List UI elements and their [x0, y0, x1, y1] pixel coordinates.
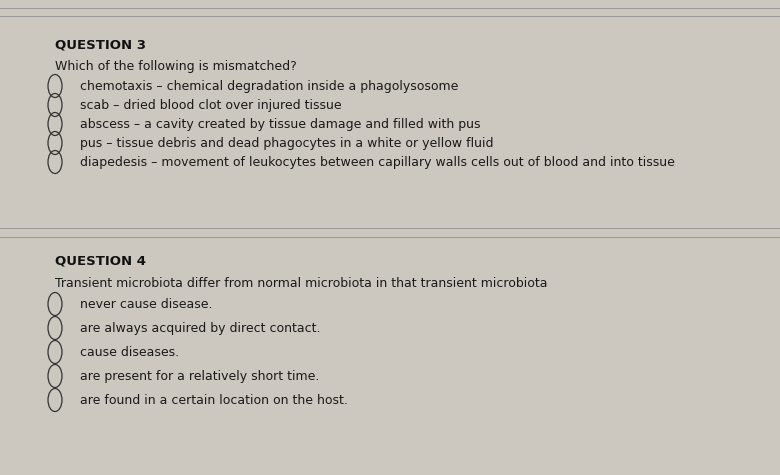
- Text: cause diseases.: cause diseases.: [80, 346, 179, 359]
- Text: never cause disease.: never cause disease.: [80, 298, 212, 311]
- Text: QUESTION 4: QUESTION 4: [55, 255, 146, 268]
- Text: abscess – a cavity created by tissue damage and filled with pus: abscess – a cavity created by tissue dam…: [80, 118, 480, 131]
- Text: are found in a certain location on the host.: are found in a certain location on the h…: [80, 394, 348, 407]
- Text: are present for a relatively short time.: are present for a relatively short time.: [80, 370, 319, 383]
- Text: QUESTION 3: QUESTION 3: [55, 38, 146, 51]
- Text: are always acquired by direct contact.: are always acquired by direct contact.: [80, 322, 321, 335]
- Text: chemotaxis – chemical degradation inside a phagolysosome: chemotaxis – chemical degradation inside…: [80, 80, 459, 93]
- Text: pus – tissue debris and dead phagocytes in a white or yellow fluid: pus – tissue debris and dead phagocytes …: [80, 137, 494, 150]
- Text: diapedesis – movement of leukocytes between capillary walls cells out of blood a: diapedesis – movement of leukocytes betw…: [80, 156, 675, 169]
- Text: Transient microbiota differ from normal microbiota in that transient microbiota: Transient microbiota differ from normal …: [55, 277, 548, 290]
- Text: Which of the following is mismatched?: Which of the following is mismatched?: [55, 60, 296, 73]
- Text: scab – dried blood clot over injured tissue: scab – dried blood clot over injured tis…: [80, 99, 342, 112]
